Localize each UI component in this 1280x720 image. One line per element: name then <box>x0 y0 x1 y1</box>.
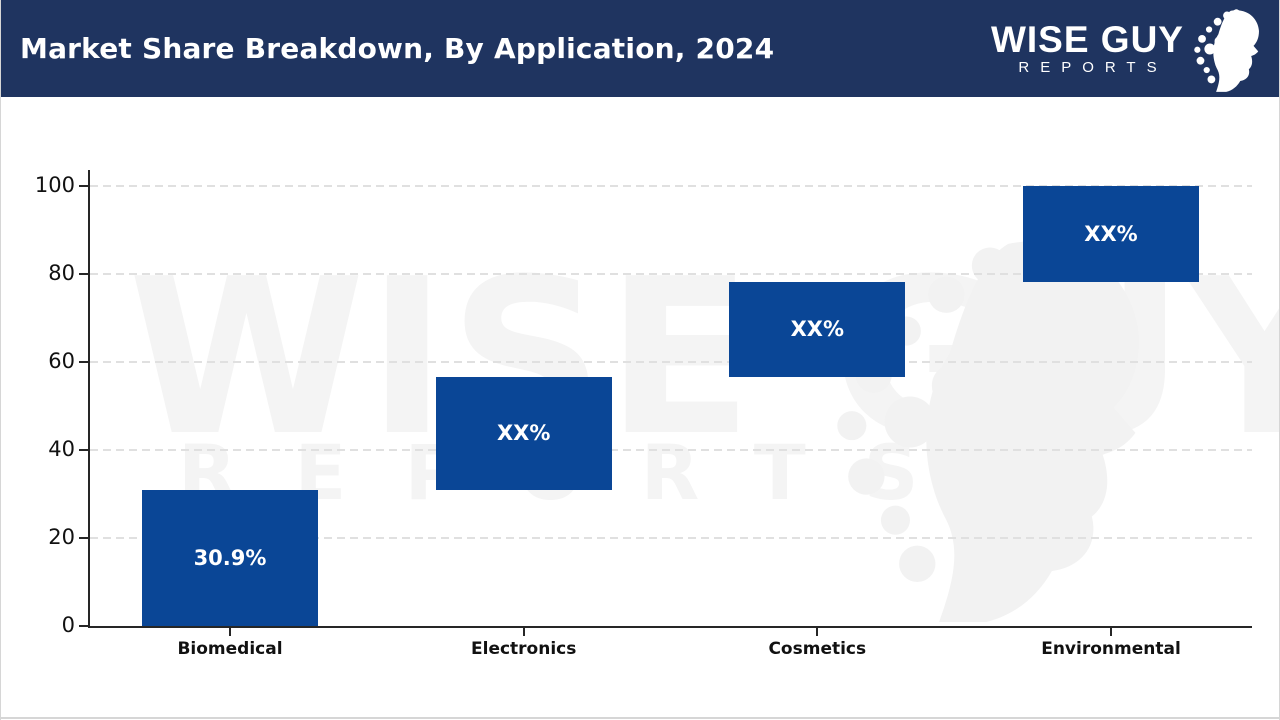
x-axis-category-label: Environmental <box>1041 639 1181 659</box>
bar-electronics: XX% <box>435 376 612 491</box>
logo-reports-label: REPORTS <box>1018 58 1168 76</box>
x-tick-mark <box>229 628 231 636</box>
y-tick-mark <box>79 625 88 627</box>
bar-value-label: 30.9% <box>193 546 267 570</box>
y-axis-tick-label: 80 <box>48 261 75 285</box>
x-axis-category-label: Biomedical <box>177 639 283 659</box>
gridline <box>90 537 1252 539</box>
bar-value-label: XX% <box>496 421 551 446</box>
y-axis-tick-label: 0 <box>61 613 75 637</box>
gridline <box>90 361 1252 363</box>
bar-value-label: XX% <box>1084 221 1138 246</box>
bar-biomedical: 30.9% <box>142 490 318 626</box>
y-axis-tick-label: 100 <box>34 173 75 197</box>
page-title: Market Share Breakdown, By Application, … <box>20 32 775 65</box>
y-tick-mark <box>79 273 88 275</box>
page-border-left <box>0 0 1 720</box>
x-axis-category-label: Cosmetics <box>768 639 867 659</box>
x-tick-mark <box>816 628 819 636</box>
bar-environmental: XX% <box>1023 186 1199 282</box>
wiseguy-head-icon <box>1194 8 1259 92</box>
wiseguy-logo: WISE GUY REPORTS <box>991 0 1266 97</box>
x-tick-mark <box>1110 628 1112 636</box>
bar-cosmetics: XX% <box>729 281 906 377</box>
header-bar: Market Share Breakdown, By Application, … <box>0 0 1280 97</box>
x-axis-line <box>88 626 1252 628</box>
gridline <box>90 185 1252 187</box>
logo-text: WISE GUY REPORTS <box>990 18 1184 77</box>
logo-wiseguy-label: WISE GUY <box>990 18 1184 60</box>
y-axis-line <box>88 170 90 628</box>
y-tick-mark <box>79 537 88 539</box>
page-border-bottom <box>0 717 1280 719</box>
y-axis-tick-label: 20 <box>48 525 75 549</box>
y-tick-mark <box>79 361 88 363</box>
gridline <box>90 449 1252 451</box>
bar-value-label: XX% <box>790 317 845 342</box>
y-axis-tick-label: 60 <box>48 349 75 373</box>
gridline <box>90 273 1252 275</box>
x-axis-category-label: Electronics <box>471 639 577 659</box>
y-axis-tick-label: 40 <box>48 437 75 461</box>
x-tick-mark <box>522 628 525 636</box>
y-tick-mark <box>79 185 88 187</box>
y-tick-mark <box>79 449 88 451</box>
